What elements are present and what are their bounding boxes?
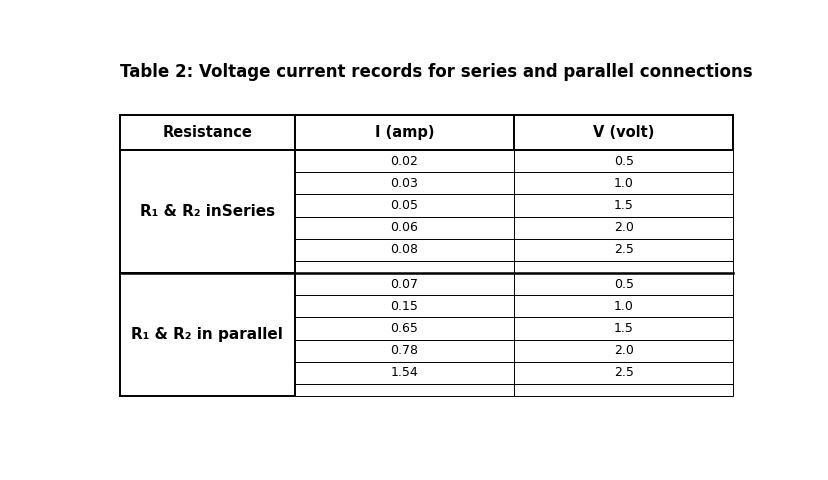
Text: 0.78: 0.78	[390, 344, 418, 357]
Bar	[513, 194, 732, 216]
Text: 1.0: 1.0	[613, 300, 633, 313]
Bar	[513, 384, 732, 396]
Bar	[513, 273, 732, 295]
Bar	[294, 216, 513, 239]
Text: 0.05: 0.05	[390, 199, 418, 212]
Text: Resistance: Resistance	[162, 125, 252, 140]
Text: 1.5: 1.5	[613, 199, 633, 212]
Text: R₁ & R₂ inSeries: R₁ & R₂ inSeries	[139, 204, 274, 219]
Text: 1.54: 1.54	[390, 366, 418, 379]
Bar	[513, 150, 732, 172]
Bar	[294, 340, 513, 362]
Text: 0.06: 0.06	[390, 221, 418, 234]
Bar	[294, 150, 513, 172]
Text: 1.5: 1.5	[613, 322, 633, 335]
Text: Table 2: Voltage current records for series and parallel connections: Table 2: Voltage current records for ser…	[119, 63, 751, 82]
Bar	[294, 384, 513, 396]
Text: 0.03: 0.03	[390, 177, 418, 190]
Text: 0.5: 0.5	[613, 155, 633, 168]
Bar	[513, 172, 732, 194]
Text: 0.65: 0.65	[390, 322, 418, 335]
Text: 2.0: 2.0	[613, 221, 633, 234]
Bar	[513, 115, 732, 150]
Bar	[294, 362, 513, 384]
Text: 0.08: 0.08	[390, 243, 418, 256]
Bar	[294, 295, 513, 317]
Bar	[513, 317, 732, 340]
Bar	[513, 216, 732, 239]
Bar	[119, 273, 294, 396]
Text: 0.02: 0.02	[390, 155, 418, 168]
Text: 0.07: 0.07	[390, 277, 418, 291]
Bar	[294, 239, 513, 261]
Bar	[294, 261, 513, 273]
Bar	[119, 150, 294, 273]
Bar	[294, 115, 513, 150]
Text: R₁ & R₂ in parallel: R₁ & R₂ in parallel	[131, 327, 282, 342]
Bar	[513, 261, 732, 273]
Bar	[513, 295, 732, 317]
Bar	[294, 317, 513, 340]
Bar	[294, 273, 513, 295]
Bar	[294, 172, 513, 194]
Text: 2.5: 2.5	[613, 366, 633, 379]
Text: 2.0: 2.0	[613, 344, 633, 357]
Text: I (amp): I (amp)	[374, 125, 434, 140]
Text: 0.15: 0.15	[390, 300, 418, 313]
Bar	[294, 194, 513, 216]
Text: V (volt): V (volt)	[592, 125, 653, 140]
Bar	[119, 115, 294, 150]
Bar	[513, 362, 732, 384]
Text: 1.0: 1.0	[613, 177, 633, 190]
Bar	[513, 239, 732, 261]
Bar	[513, 340, 732, 362]
Text: 2.5: 2.5	[613, 243, 633, 256]
Text: 0.5: 0.5	[613, 277, 633, 291]
